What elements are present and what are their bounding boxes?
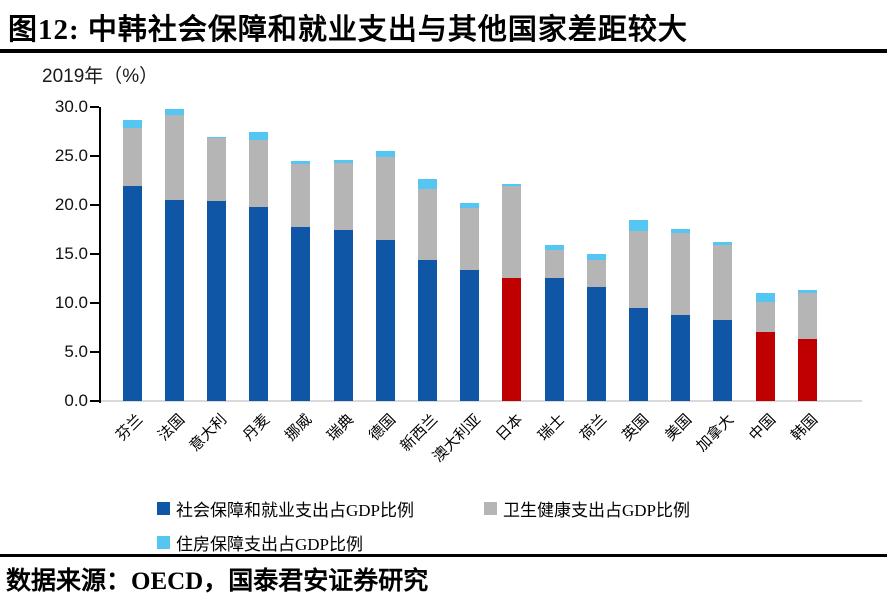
bar-segment-日本-s1	[502, 186, 522, 278]
bar-segment-瑞典-s1	[333, 162, 353, 231]
legend-item-health: 卫生健康支出占GDP比例	[484, 496, 690, 521]
bar-segment-意大利-s1	[206, 138, 226, 202]
y-tick-label: 5.0	[64, 342, 88, 361]
bar-segment-韩国-s2	[797, 290, 817, 294]
y-tick-mark	[90, 351, 99, 353]
bar-segment-澳大利亚-s1	[460, 207, 480, 270]
legend-label-health: 卫生健康支出占GDP比例	[503, 501, 691, 520]
figure-title: 图12: 中韩社会保障和就业支出与其他国家差距较大	[8, 14, 688, 46]
bar-segment-法国-s0	[164, 200, 184, 401]
bar-segment-丹麦-s2	[249, 132, 269, 141]
y-tick-label: 20.0	[54, 195, 88, 214]
bar-segment-荷兰-s2	[586, 254, 606, 260]
legend-swatch-health	[484, 502, 497, 515]
bar-segment-中国-s0	[755, 332, 775, 401]
bar-segment-德国-s1	[375, 156, 395, 241]
bar-segment-荷兰-s1	[586, 259, 606, 288]
bar-segment-丹麦-s1	[249, 140, 269, 207]
bar-segment-德国-s2	[375, 151, 395, 157]
legend-item-housing: 住房保障支出占GDP比例	[157, 530, 363, 555]
y-tick-label: 25.0	[54, 146, 88, 165]
bar-segment-中国-s1	[755, 302, 775, 333]
x-axis-baseline	[101, 400, 862, 402]
y-tick-mark	[90, 400, 99, 402]
bar-segment-澳大利亚-s0	[460, 269, 480, 401]
bar-segment-德国-s0	[375, 240, 395, 401]
bar-segment-挪威-s1	[291, 163, 311, 227]
bar-segment-意大利-s2	[206, 137, 226, 139]
legend-label-social: 社会保障和就业支出占GDP比例	[176, 501, 415, 520]
bar-segment-瑞士-s0	[544, 277, 564, 401]
y-tick-mark	[90, 106, 99, 108]
bar-segment-澳大利亚-s2	[460, 203, 480, 208]
bar-segment-挪威-s2	[291, 160, 311, 164]
legend-swatch-social	[157, 502, 170, 515]
source-divider	[0, 554, 887, 557]
y-tick-mark	[90, 155, 99, 157]
bar-segment-日本-s2	[502, 184, 522, 187]
bar-segment-美国-s2	[671, 228, 691, 234]
bar-segment-芬兰-s2	[122, 119, 142, 128]
bar-segment-新西兰-s0	[417, 259, 437, 401]
bar-segment-韩国-s1	[797, 293, 817, 340]
y-tick-label: 10.0	[54, 293, 88, 312]
bar-segment-美国-s1	[671, 233, 691, 315]
y-axis-unit-label: 2019年（%）	[42, 66, 159, 87]
bar-segment-瑞士-s2	[544, 245, 564, 251]
legend-swatch-housing	[157, 536, 170, 549]
bar-segment-意大利-s0	[206, 201, 226, 401]
title-underline	[0, 49, 887, 53]
legend-item-social: 社会保障和就业支出占GDP比例	[157, 496, 414, 521]
bar-segment-中国-s2	[755, 293, 775, 302]
bar-segment-芬兰-s0	[122, 186, 142, 401]
y-tick-mark	[90, 253, 99, 255]
bar-segment-加拿大-s2	[713, 242, 733, 246]
bar-segment-荷兰-s0	[586, 287, 606, 401]
bar-segment-新西兰-s1	[417, 189, 437, 260]
data-source-text: 数据来源：OECD，国泰君安证券研究	[6, 568, 429, 595]
bar-segment-新西兰-s2	[417, 178, 437, 190]
bar-segment-法国-s2	[164, 108, 184, 115]
bar-segment-日本-s0	[502, 277, 522, 401]
y-axis-line	[99, 107, 101, 403]
y-tick-mark	[90, 302, 99, 304]
bar-segment-瑞典-s2	[333, 159, 353, 163]
y-tick-label: 0.0	[64, 391, 88, 410]
bar-segment-韩国-s0	[797, 339, 817, 401]
y-tick-mark	[90, 204, 99, 206]
bar-segment-芬兰-s1	[122, 127, 142, 187]
bar-segment-英国-s2	[628, 219, 648, 232]
bar-segment-美国-s0	[671, 314, 691, 401]
y-tick-label: 15.0	[54, 244, 88, 263]
bar-segment-瑞典-s0	[333, 230, 353, 401]
y-tick-label: 30.0	[54, 97, 88, 116]
bar-segment-加拿大-s1	[713, 245, 733, 320]
legend-label-housing: 住房保障支出占GDP比例	[176, 535, 364, 554]
bar-segment-英国-s0	[628, 307, 648, 401]
bar-segment-挪威-s0	[291, 226, 311, 401]
bar-segment-法国-s1	[164, 114, 184, 201]
bar-segment-丹麦-s0	[249, 206, 269, 401]
bar-segment-加拿大-s0	[713, 319, 733, 401]
bar-segment-瑞士-s1	[544, 250, 564, 278]
bar-segment-英国-s1	[628, 231, 648, 308]
